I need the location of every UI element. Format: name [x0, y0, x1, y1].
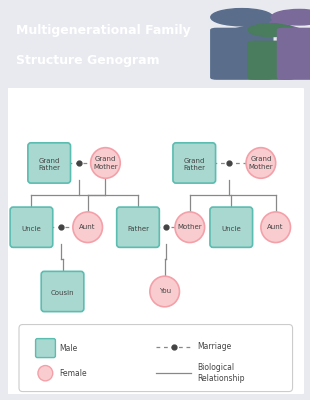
Circle shape [246, 148, 276, 178]
FancyBboxPatch shape [41, 271, 84, 312]
Text: Uncle: Uncle [221, 226, 241, 232]
Circle shape [38, 366, 53, 381]
FancyBboxPatch shape [210, 207, 253, 247]
Circle shape [150, 276, 179, 307]
Text: Father: Father [127, 226, 149, 232]
Circle shape [73, 212, 103, 242]
Text: Biological
Relationship: Biological Relationship [197, 363, 245, 383]
FancyBboxPatch shape [19, 324, 293, 392]
FancyBboxPatch shape [6, 86, 305, 396]
Circle shape [248, 24, 294, 36]
Circle shape [175, 212, 205, 242]
FancyBboxPatch shape [173, 143, 215, 183]
Text: Marriage: Marriage [197, 342, 232, 351]
Circle shape [211, 8, 273, 26]
FancyBboxPatch shape [248, 41, 294, 79]
Text: Cousin: Cousin [51, 290, 74, 296]
Text: Male: Male [60, 344, 78, 353]
Text: You: You [159, 288, 171, 294]
Text: Female: Female [60, 369, 87, 378]
Text: Structure Genogram: Structure Genogram [16, 54, 159, 67]
Text: Uncle: Uncle [22, 226, 41, 232]
FancyBboxPatch shape [28, 143, 70, 183]
Circle shape [261, 212, 290, 242]
FancyBboxPatch shape [211, 28, 273, 79]
Text: Grand
Mother: Grand Mother [249, 156, 273, 170]
Text: Grand
Father: Grand Father [38, 158, 60, 171]
Text: Grand
Father: Grand Father [183, 158, 205, 171]
Text: Aunt: Aunt [268, 224, 284, 230]
FancyBboxPatch shape [10, 207, 53, 247]
Text: Grand
Mother: Grand Mother [93, 156, 118, 170]
FancyBboxPatch shape [277, 28, 310, 79]
Text: Mother: Mother [178, 224, 202, 230]
Circle shape [91, 148, 120, 178]
Circle shape [271, 10, 310, 25]
Text: Multigenerational Family: Multigenerational Family [16, 24, 190, 37]
FancyBboxPatch shape [117, 207, 159, 247]
Text: Aunt: Aunt [79, 224, 96, 230]
FancyBboxPatch shape [36, 339, 55, 358]
